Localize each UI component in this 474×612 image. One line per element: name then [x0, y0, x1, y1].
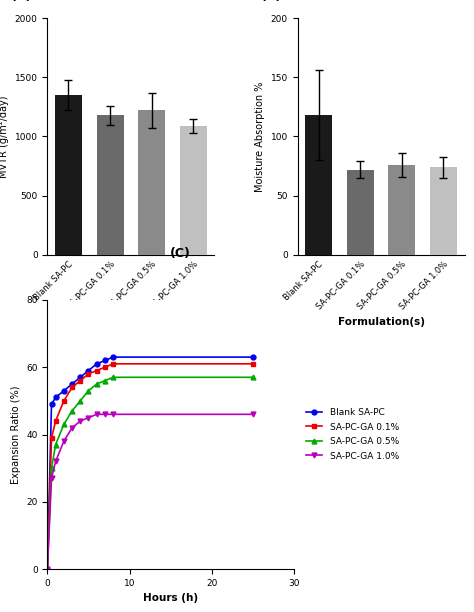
- SA-PC-GA 1.0%: [250, 411, 255, 418]
- Line: SA-PC-GA 1.0%: SA-PC-GA 1.0%: [45, 412, 255, 572]
- Bar: [97, 115, 124, 255]
- Bar: [347, 170, 374, 255]
- SA-PC-GA 0.5%: [94, 380, 100, 388]
- Blank SA-PC: [69, 380, 75, 388]
- Y-axis label: MVTR (g/m²/day): MVTR (g/m²/day): [0, 95, 9, 177]
- X-axis label: Hours (h): Hours (h): [143, 594, 198, 603]
- Line: Blank SA-PC: Blank SA-PC: [45, 355, 255, 572]
- SA-PC-GA 0.1%: [45, 565, 50, 573]
- Bar: [305, 115, 332, 255]
- Y-axis label: Moisture Absorption %: Moisture Absorption %: [255, 81, 265, 192]
- SA-PC-GA 0.1%: [49, 435, 55, 442]
- Blank SA-PC: [110, 354, 116, 361]
- SA-PC-GA 0.1%: [53, 417, 58, 425]
- Bar: [180, 126, 207, 255]
- SA-PC-GA 0.1%: [61, 397, 67, 405]
- SA-PC-GA 0.1%: [86, 370, 91, 378]
- SA-PC-GA 1.0%: [86, 414, 91, 422]
- SA-PC-GA 1.0%: [94, 411, 100, 418]
- SA-PC-GA 1.0%: [69, 424, 75, 431]
- Blank SA-PC: [102, 357, 108, 364]
- SA-PC-GA 1.0%: [77, 417, 83, 425]
- SA-PC-GA 0.5%: [45, 565, 50, 573]
- Text: (C): (C): [170, 247, 191, 260]
- Bar: [388, 165, 415, 255]
- SA-PC-GA 1.0%: [45, 565, 50, 573]
- SA-PC-GA 1.0%: [53, 458, 58, 465]
- SA-PC-GA 0.1%: [110, 360, 116, 367]
- X-axis label: Formulation(s): Formulation(s): [87, 317, 174, 327]
- SA-PC-GA 0.1%: [94, 367, 100, 374]
- Blank SA-PC: [53, 394, 58, 401]
- Bar: [138, 111, 165, 255]
- SA-PC-GA 0.5%: [49, 465, 55, 472]
- Blank SA-PC: [94, 360, 100, 367]
- SA-PC-GA 1.0%: [102, 411, 108, 418]
- SA-PC-GA 1.0%: [61, 438, 67, 445]
- SA-PC-GA 0.5%: [250, 373, 255, 381]
- Blank SA-PC: [49, 401, 55, 408]
- Bar: [430, 167, 457, 255]
- SA-PC-GA 1.0%: [49, 475, 55, 482]
- SA-PC-GA 0.5%: [86, 387, 91, 395]
- SA-PC-GA 0.1%: [102, 364, 108, 371]
- Text: (A): (A): [11, 0, 32, 3]
- SA-PC-GA 0.5%: [53, 441, 58, 448]
- Legend: Blank SA-PC, SA-PC-GA 0.1%, SA-PC-GA 0.5%, SA-PC-GA 1.0%: Blank SA-PC, SA-PC-GA 0.1%, SA-PC-GA 0.5…: [303, 405, 401, 464]
- SA-PC-GA 0.5%: [77, 397, 83, 405]
- Blank SA-PC: [77, 373, 83, 381]
- SA-PC-GA 0.1%: [77, 377, 83, 384]
- SA-PC-GA 1.0%: [110, 411, 116, 418]
- Blank SA-PC: [250, 354, 255, 361]
- SA-PC-GA 0.1%: [69, 384, 75, 391]
- Bar: [55, 95, 82, 255]
- Blank SA-PC: [86, 367, 91, 374]
- Text: (B): (B): [261, 0, 282, 3]
- SA-PC-GA 0.1%: [250, 360, 255, 367]
- Blank SA-PC: [45, 565, 50, 573]
- SA-PC-GA 0.5%: [61, 421, 67, 428]
- Blank SA-PC: [61, 387, 67, 395]
- Line: SA-PC-GA 0.1%: SA-PC-GA 0.1%: [45, 362, 255, 572]
- Y-axis label: Expansion Ratio (%): Expansion Ratio (%): [10, 386, 21, 483]
- Line: SA-PC-GA 0.5%: SA-PC-GA 0.5%: [45, 375, 255, 572]
- X-axis label: Formulation(s): Formulation(s): [337, 317, 425, 327]
- SA-PC-GA 0.5%: [110, 373, 116, 381]
- SA-PC-GA 0.5%: [69, 408, 75, 415]
- SA-PC-GA 0.5%: [102, 377, 108, 384]
